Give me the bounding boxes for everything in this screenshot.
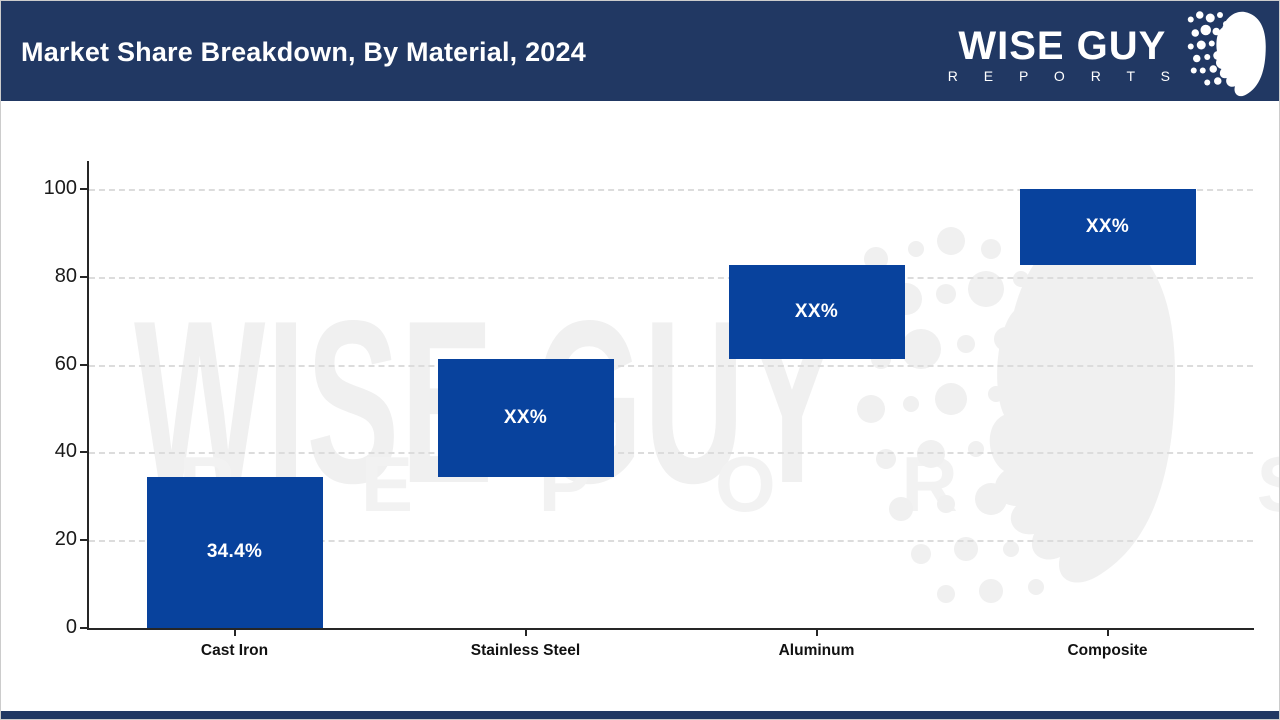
wiseguy-logo-text: WISE GUY R E P O R T S	[944, 25, 1181, 84]
x-category-label: Aluminum	[778, 642, 855, 659]
y-tick-label-60: 60	[54, 352, 77, 375]
y-tick-100	[80, 188, 88, 190]
dotted-head-icon	[1187, 11, 1266, 97]
bar-composite: XX%	[1019, 189, 1196, 266]
bar-cast-iron: 34.4%	[146, 476, 323, 628]
header-bar: Market Share Breakdown, By Material, 202…	[1, 1, 1279, 101]
y-tick-label-100: 100	[43, 177, 77, 199]
logo-subtitle: R E P O R T S	[947, 67, 1181, 84]
footer-bar	[1, 711, 1279, 719]
chart-area: WISE GUY R E P O R T S 0 20 40 60 80 100 34.4%…	[1, 101, 1279, 713]
y-tick-40	[80, 451, 88, 454]
y-tick-label-40: 40	[54, 440, 77, 463]
bar-value-label: XX%	[503, 406, 548, 428]
gridline-80	[89, 276, 1253, 279]
x-category-label: Cast Iron	[200, 642, 269, 659]
y-tick-label-0: 0	[65, 616, 77, 638]
gridline-40	[89, 452, 1253, 455]
x-tick-3	[815, 630, 818, 636]
y-tick-label-80: 80	[54, 264, 77, 287]
y-tick-80	[80, 275, 88, 278]
wiseguy-logo: WISE GUY R E P O R T S	[944, 9, 1269, 99]
x-tick-4	[1106, 630, 1109, 636]
watermark-dotted-head	[857, 227, 1176, 603]
x-tick-1	[233, 630, 236, 636]
gridline-60	[89, 364, 1253, 367]
gridline-100	[89, 189, 1253, 191]
x-axis-spine	[87, 628, 1254, 630]
y-tick-label-20: 20	[54, 528, 77, 551]
bar-value-label: XX%	[794, 301, 839, 323]
y-tick-60	[80, 363, 88, 366]
bar-aluminum: XX%	[728, 265, 905, 359]
bar-stainless-steel: XX%	[437, 358, 614, 477]
x-category-label: Stainless Steel	[470, 642, 581, 659]
bar-value-label: XX%	[1085, 216, 1130, 238]
y-tick-0	[80, 627, 88, 629]
y-axis-spine	[87, 161, 89, 630]
gridline-20	[89, 540, 1253, 543]
logo-wordmark: WISE GUY	[958, 23, 1167, 68]
x-category-label: Composite	[1067, 642, 1148, 659]
page-title: Market Share Breakdown, By Material, 202…	[21, 37, 586, 67]
x-tick-2	[524, 630, 527, 636]
bar-value-label: 34.4%	[206, 541, 263, 563]
y-tick-20	[80, 539, 88, 542]
